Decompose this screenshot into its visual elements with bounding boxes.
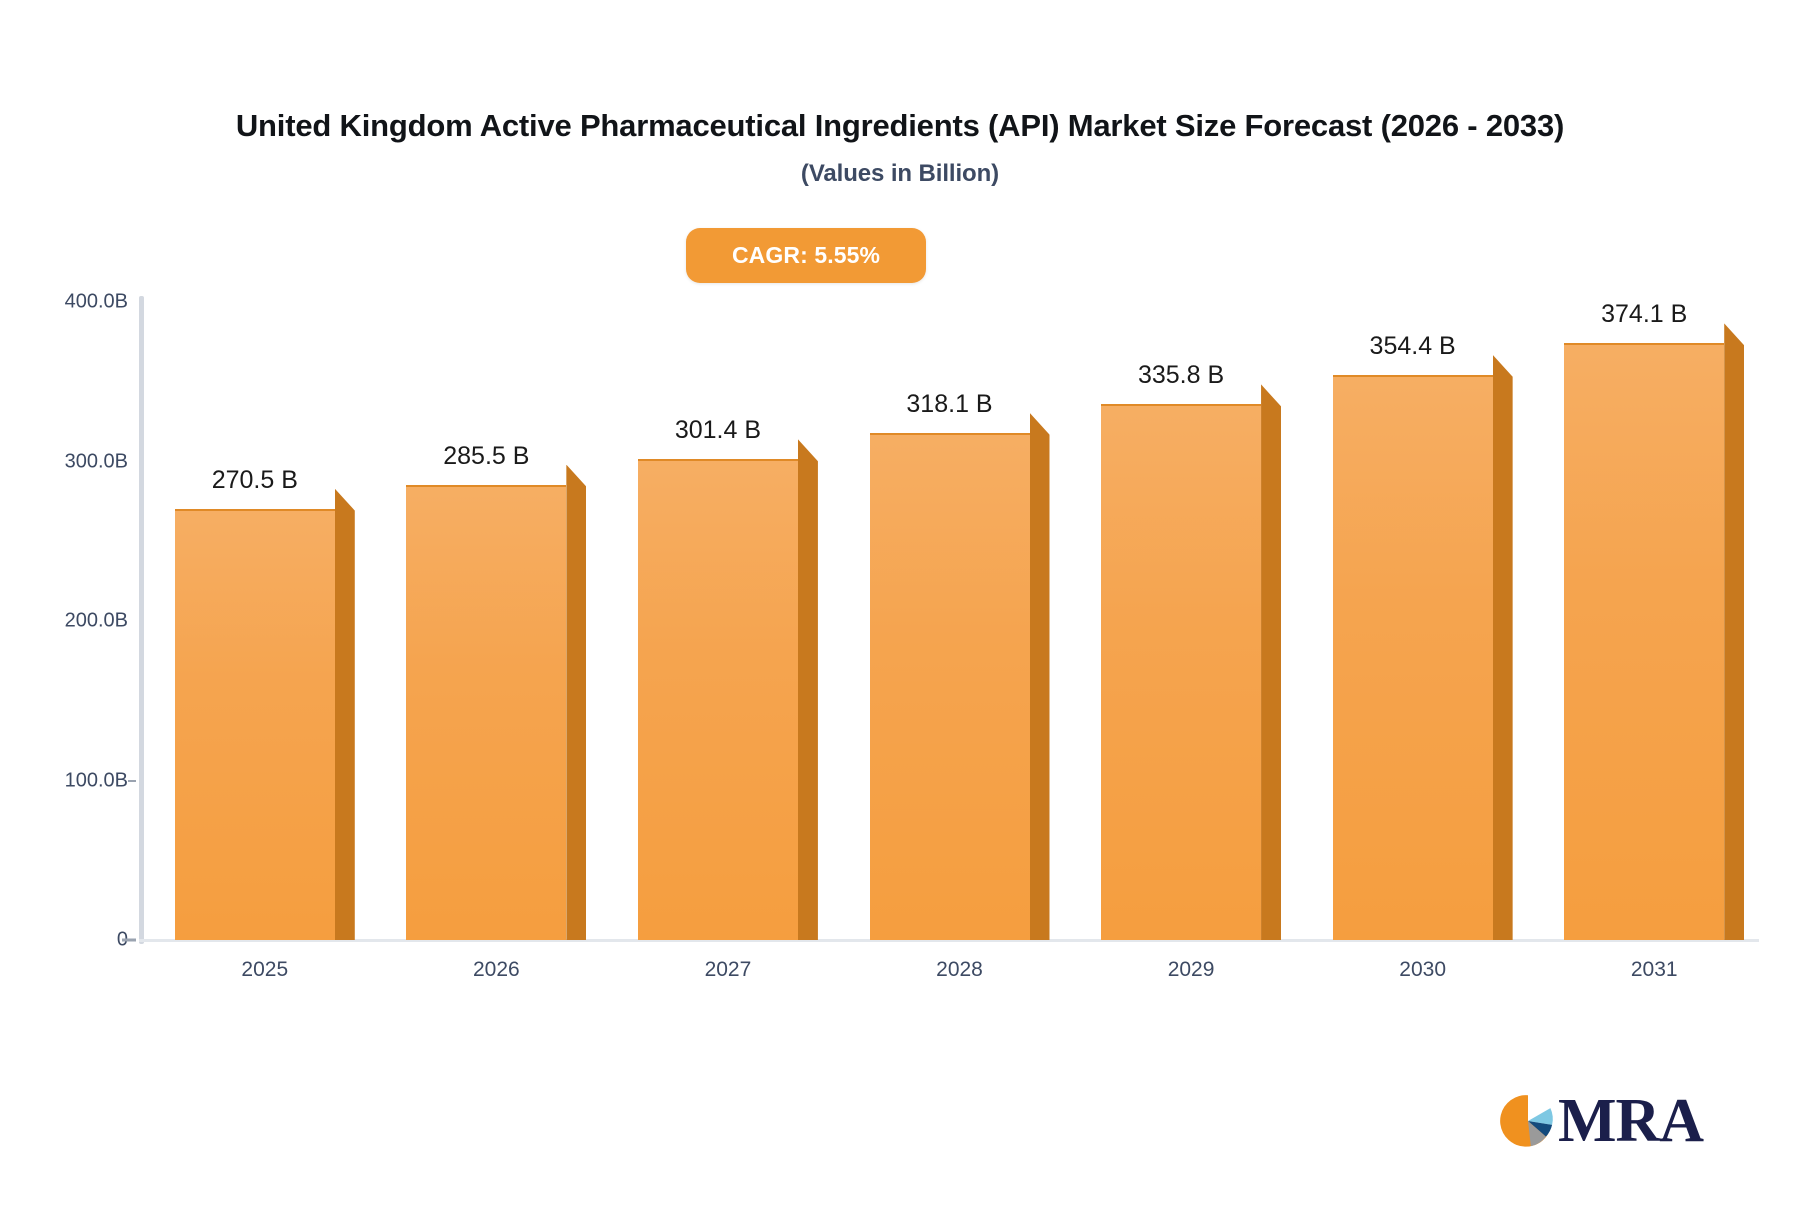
bar-side-face [334,488,355,940]
x-axis-tick-label: 2030 [1399,958,1446,981]
bar-side-face [1724,323,1745,940]
bar-side-face [1029,412,1050,940]
bar: 354.4 B [1332,332,1513,940]
bar: 270.5 B [174,466,355,940]
bar: 301.4 B [637,416,818,940]
bar-front-face [869,432,1030,940]
cagr-badge-label: CAGR: 5.55% [731,242,881,268]
bar-front-face [637,459,798,940]
y-axis-tick-label: 400.0B [64,290,128,313]
logo-text: MRA [1558,1087,1704,1155]
bar-side-face [1261,384,1282,940]
title-block: United Kingdom Active Pharmaceutical Ing… [0,104,1800,188]
pie-chart-logo-mark-icon [1500,1093,1556,1149]
x-axis-line [139,939,1759,942]
bar: 285.5 B [406,442,587,940]
bar-front-face [1564,343,1725,940]
y-axis-tick-mark [128,779,136,782]
bar-value-label: 285.5 B [443,441,530,470]
x-axis-tick-label: 2029 [1167,958,1215,981]
bar: 318.1 B [869,390,1050,940]
x-axis-tick-label: 2027 [704,958,752,981]
bar: 374.1 B [1564,300,1745,940]
bar-value-label: 270.5 B [211,465,298,494]
bar-side-face [1492,354,1513,940]
x-axis-tick-label: 2028 [936,958,983,981]
y-axis-tick-label: 300.0B [64,450,128,472]
x-axis-tick-label: 2025 [241,958,289,981]
bar-value-label: 335.8 B [1137,361,1225,390]
bar-value-label: 318.1 B [906,389,993,418]
cagr-badge: CAGR: 5.55% [686,228,926,283]
y-axis-tick-label: 100.0B [64,769,128,791]
bar-value-label: 301.4 B [674,416,762,445]
bar-side-face [566,464,587,940]
page-title: United Kingdom Active Pharmaceutical Ing… [235,108,1565,143]
bar: 335.8 B [1101,361,1282,940]
chart-subtitle: (Values in Billion) [800,160,1000,188]
bar-front-face [406,484,567,940]
y-axis-tick-label: 200.0B [64,609,128,632]
y-axis-tick-mark [122,938,136,942]
bar-front-face [1101,404,1262,940]
x-axis-tick-label: 2031 [1630,958,1678,981]
bar-front-face [1332,374,1493,940]
bar-front-face [174,508,335,940]
bar-value-label: 354.4 B [1369,331,1456,360]
bar-value-label: 374.1 B [1601,300,1688,329]
y-axis-line [139,296,144,944]
mra-logo: MRA [1500,1087,1704,1155]
bar-side-face [797,439,818,940]
x-axis-tick-label: 2026 [472,958,520,981]
